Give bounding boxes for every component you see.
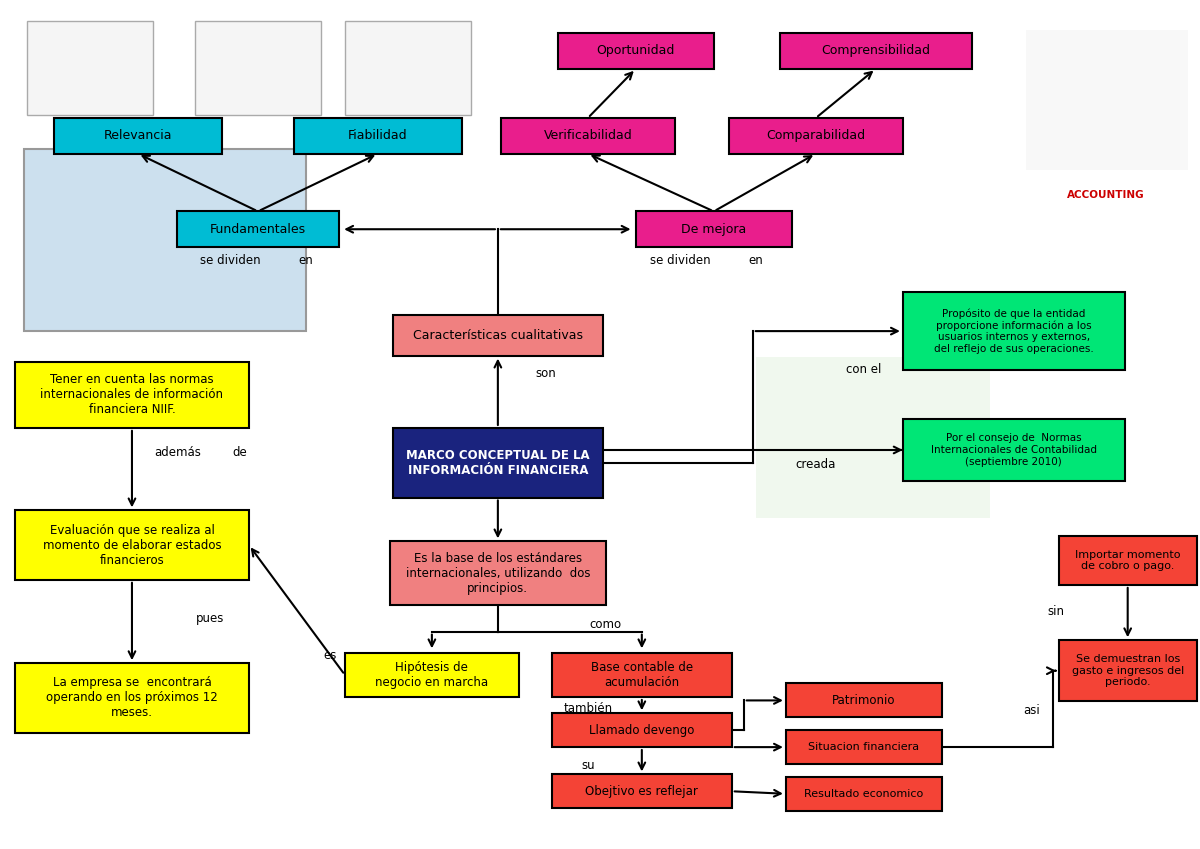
FancyBboxPatch shape [392, 315, 602, 356]
FancyBboxPatch shape [1058, 640, 1196, 701]
FancyBboxPatch shape [344, 21, 470, 115]
FancyBboxPatch shape [552, 653, 732, 697]
FancyBboxPatch shape [24, 149, 306, 331]
Text: pues: pues [196, 611, 224, 625]
FancyBboxPatch shape [780, 33, 972, 69]
Text: Situacion financiera: Situacion financiera [809, 742, 919, 752]
FancyBboxPatch shape [558, 33, 714, 69]
FancyBboxPatch shape [26, 21, 152, 115]
Text: se dividen: se dividen [650, 254, 710, 267]
FancyBboxPatch shape [500, 118, 674, 154]
FancyBboxPatch shape [756, 357, 990, 518]
FancyBboxPatch shape [14, 362, 248, 428]
FancyBboxPatch shape [392, 428, 602, 498]
Text: en: en [749, 254, 763, 267]
FancyBboxPatch shape [552, 774, 732, 808]
Text: Por el consejo de  Normas
Internacionales de Contabilidad
(septiembre 2010): Por el consejo de Normas Internacionales… [931, 433, 1097, 467]
Text: se dividen: se dividen [200, 254, 260, 267]
Text: Obejtivo es reflejar: Obejtivo es reflejar [586, 784, 698, 798]
Text: Resultado economico: Resultado economico [804, 789, 923, 799]
Text: Es la base de los estándares
internacionales, utilizando  dos
principios.: Es la base de los estándares internacion… [406, 552, 590, 594]
Text: Tener en cuenta las normas
internacionales de información
financiera NIIF.: Tener en cuenta las normas internacional… [41, 374, 223, 416]
FancyBboxPatch shape [786, 683, 942, 717]
Text: son: son [535, 367, 557, 380]
Text: Comparabilidad: Comparabilidad [767, 129, 865, 143]
FancyBboxPatch shape [344, 653, 518, 697]
Text: Se demuestran los
gasto e ingresos del
periodo.: Se demuestran los gasto e ingresos del p… [1072, 654, 1184, 688]
FancyBboxPatch shape [1026, 30, 1188, 170]
Text: Comprensibilidad: Comprensibilidad [821, 44, 930, 58]
FancyBboxPatch shape [786, 730, 942, 764]
Text: Base contable de
acumulación: Base contable de acumulación [590, 661, 692, 689]
Text: en: en [299, 254, 313, 267]
Text: Verificabilidad: Verificabilidad [544, 129, 632, 143]
FancyBboxPatch shape [1058, 536, 1196, 585]
FancyBboxPatch shape [54, 118, 222, 154]
Text: como: como [589, 617, 622, 631]
Text: creada: creada [796, 458, 836, 471]
FancyBboxPatch shape [902, 419, 1124, 481]
Text: De mejora: De mejora [682, 222, 746, 236]
Text: Relevancia: Relevancia [103, 129, 173, 143]
Text: Patrimonio: Patrimonio [832, 694, 895, 707]
Text: también: también [563, 702, 612, 716]
Text: Fiabilidad: Fiabilidad [348, 129, 408, 143]
Text: Hipótesis de
negocio en marcha: Hipótesis de negocio en marcha [376, 661, 488, 689]
Text: su: su [581, 759, 595, 773]
FancyBboxPatch shape [294, 118, 462, 154]
FancyBboxPatch shape [728, 118, 902, 154]
Text: además: además [154, 446, 200, 459]
FancyBboxPatch shape [552, 713, 732, 747]
FancyBboxPatch shape [194, 21, 320, 115]
Text: Oportunidad: Oportunidad [596, 44, 676, 58]
Text: con el: con el [846, 363, 882, 376]
FancyBboxPatch shape [176, 211, 338, 247]
Text: Llamado devengo: Llamado devengo [589, 723, 695, 737]
Text: La empresa se  encontrará
operando en los próximos 12
meses.: La empresa se encontrará operando en los… [46, 677, 218, 719]
Text: Evaluación que se realiza al
momento de elaborar estados
financieros: Evaluación que se realiza al momento de … [43, 524, 221, 566]
FancyBboxPatch shape [902, 292, 1124, 370]
FancyBboxPatch shape [390, 542, 606, 604]
Text: Importar momento
de cobro o pago.: Importar momento de cobro o pago. [1075, 549, 1181, 571]
Text: de: de [233, 446, 247, 459]
Text: Fundamentales: Fundamentales [210, 222, 306, 236]
Text: es: es [323, 649, 336, 662]
Text: sin: sin [1048, 604, 1064, 618]
Text: MARCO CONCEPTUAL DE LA
INFORMACIÓN FINANCIERA: MARCO CONCEPTUAL DE LA INFORMACIÓN FINAN… [406, 449, 589, 476]
Text: Características cualitativas: Características cualitativas [413, 329, 583, 342]
FancyBboxPatch shape [14, 510, 248, 580]
Text: ACCOUNTING: ACCOUNTING [1067, 190, 1145, 200]
FancyBboxPatch shape [14, 663, 248, 733]
Text: asi: asi [1024, 704, 1040, 717]
Text: Propósito de que la entidad
proporcione información a los
usuarios internos y ex: Propósito de que la entidad proporcione … [934, 308, 1093, 354]
FancyBboxPatch shape [636, 211, 792, 247]
FancyBboxPatch shape [786, 777, 942, 811]
